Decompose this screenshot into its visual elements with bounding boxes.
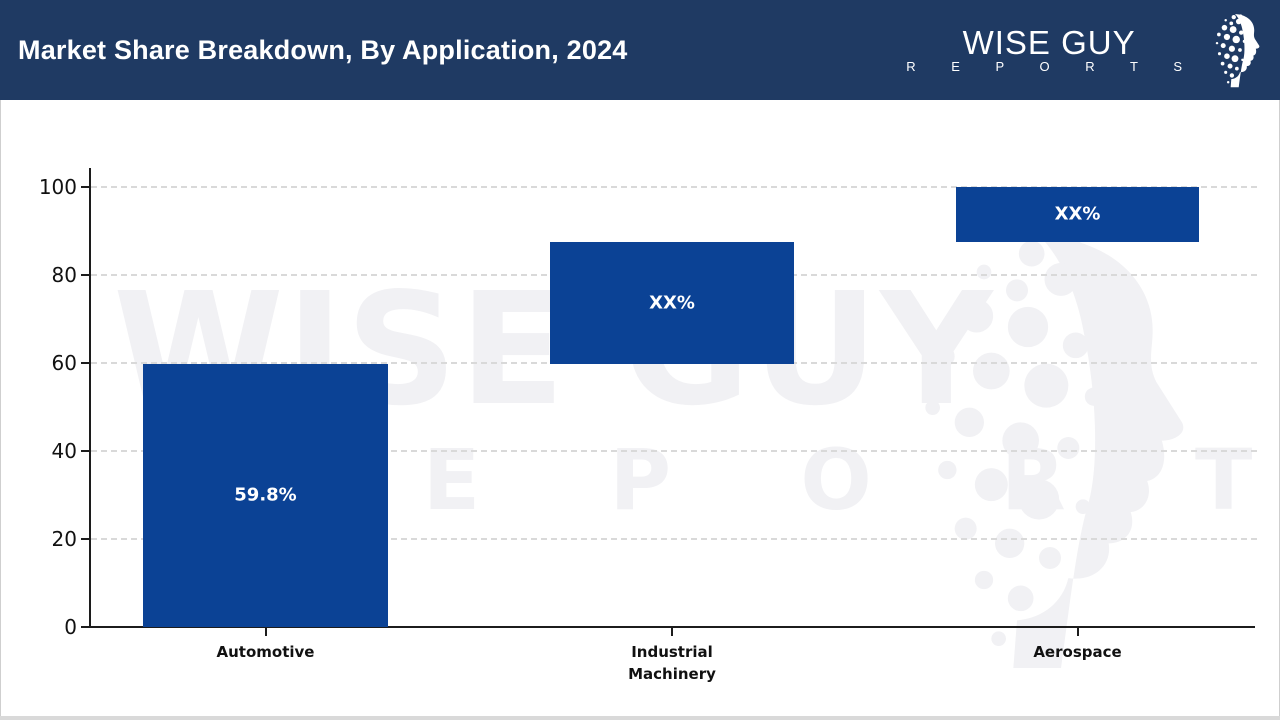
bar-aerospace (956, 186, 1199, 242)
x-axis-line (89, 626, 1255, 628)
y-tick-label-80: 80 (51, 262, 77, 287)
chart-plot-area: 0 20 40 60 80 100 59.8% Automotive XX% Industrial… (1, 100, 1279, 716)
y-tick-label-20: 20 (51, 526, 77, 551)
page-title: Market Share Breakdown, By Application, … (18, 34, 628, 65)
gridline-40 (91, 449, 1257, 452)
x-tick-automotive (264, 628, 267, 636)
footer-strip (0, 716, 1280, 720)
bar-value-label-industrial-machinery: XX% (649, 292, 695, 314)
wiseguy-head-icon (1204, 12, 1266, 88)
brand-logo: WISE GUY R E P O R T S (900, 12, 1266, 88)
bar-automotive (143, 363, 388, 627)
brand-logo-text: WISE GUY R E P O R T S (900, 23, 1198, 75)
y-tick-0 (81, 626, 89, 628)
x-category-label-aerospace: Aerospace (1033, 643, 1122, 661)
bar-industrial-machinery (550, 241, 794, 364)
bar-value-label-automotive: 59.8% (234, 484, 297, 506)
x-category-label-industrial-machinery: Industrial Machinery (628, 643, 716, 683)
y-tick-20 (81, 537, 89, 540)
brand-name: WISE GUY (962, 23, 1136, 61)
gridline-100 (91, 185, 1257, 188)
bar-value-label-aerospace: XX% (1054, 203, 1101, 225)
y-tick-label-60: 60 (51, 350, 77, 375)
x-tick-aerospace (1076, 628, 1079, 636)
x-tick-industrial-machinery (671, 628, 673, 636)
chart-card: WISE GUY R E P O R T S 02040608010059.8%… (0, 100, 1280, 716)
x-category-label-automotive: Automotive (216, 643, 315, 661)
y-tick-100 (81, 185, 89, 188)
brand-subname: R E P O R T S (906, 59, 1198, 75)
y-tick-60 (81, 361, 89, 364)
y-tick-40 (81, 449, 89, 452)
header-bar: Market Share Breakdown, By Application, … (0, 0, 1280, 100)
y-tick-label-100: 100 (38, 174, 77, 199)
y-tick-label-40: 40 (51, 438, 77, 463)
y-tick-label-0: 0 (64, 615, 77, 639)
gridline-20 (91, 537, 1257, 540)
y-axis-line (89, 168, 91, 628)
y-tick-80 (81, 273, 89, 276)
